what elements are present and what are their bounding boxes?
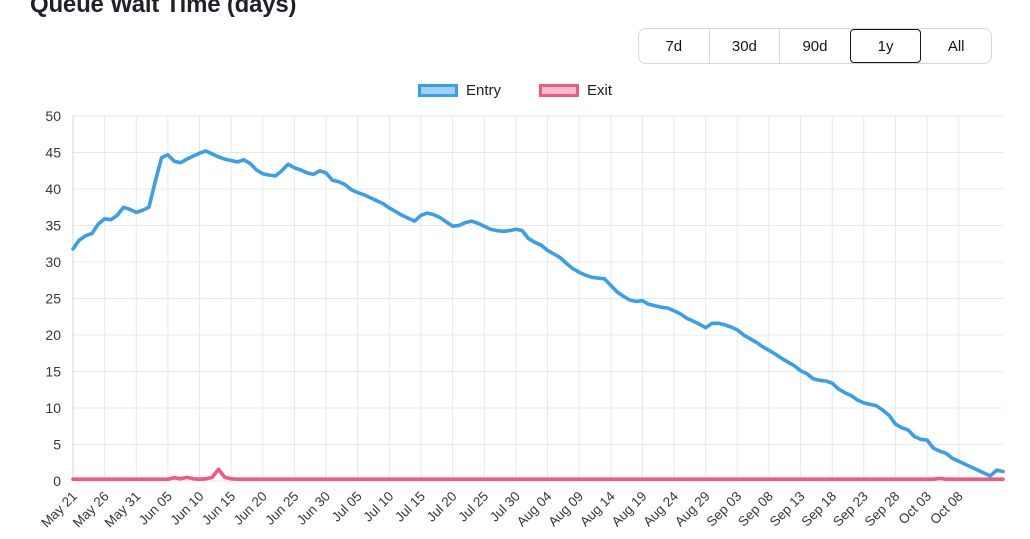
x-tick-label: Sep 28 bbox=[862, 489, 903, 530]
y-tick-label: 5 bbox=[53, 437, 61, 453]
range-button-1y[interactable]: 1y bbox=[849, 29, 922, 63]
x-tick-label: Jun 20 bbox=[231, 489, 270, 528]
legend-item-exit[interactable]: Exit bbox=[539, 82, 612, 99]
y-tick-label: 20 bbox=[45, 327, 61, 343]
x-tick-label: May 31 bbox=[101, 489, 143, 531]
x-tick-label: Jul 20 bbox=[424, 489, 460, 525]
exit-series-label: Exit bbox=[587, 82, 613, 99]
time-range-button-group: 7d 30d 90d 1y All bbox=[638, 28, 992, 64]
range-button-30d[interactable]: 30d bbox=[708, 29, 780, 63]
x-tick-label: Jun 25 bbox=[262, 489, 301, 528]
y-tick-label: 30 bbox=[45, 254, 61, 270]
exit-series-swatch bbox=[539, 84, 579, 97]
y-tick-label: 40 bbox=[45, 181, 61, 197]
y-tick-label: 45 bbox=[45, 145, 61, 161]
y-tick-label: 25 bbox=[45, 291, 61, 307]
page-title: Queue Wait Time (days) bbox=[30, 0, 297, 18]
x-tick-label: Jul 15 bbox=[392, 489, 428, 525]
x-tick-label: Jul 25 bbox=[455, 489, 491, 525]
y-tick-label: 35 bbox=[45, 218, 61, 234]
y-tick-label: 15 bbox=[45, 364, 61, 380]
y-tick-label: 0 bbox=[53, 473, 61, 489]
x-tick-label: Oct 03 bbox=[895, 489, 934, 528]
entry-series-label: Entry bbox=[465, 82, 501, 99]
range-button-all[interactable]: All bbox=[921, 29, 991, 63]
legend-item-entry[interactable]: Entry bbox=[417, 82, 501, 99]
entry-series-line bbox=[71, 149, 1005, 478]
y-tick-label: 50 bbox=[45, 108, 61, 124]
chart-legend: Entry Exit bbox=[0, 82, 1030, 99]
x-tick-label: Jul 05 bbox=[329, 489, 365, 525]
x-tick-label: Jun 10 bbox=[167, 489, 206, 528]
x-tick-label: Oct 08 bbox=[927, 489, 966, 528]
exit-series-line bbox=[71, 467, 1005, 482]
x-tick-label: Jun 15 bbox=[199, 489, 238, 528]
y-tick-label: 10 bbox=[45, 400, 61, 416]
x-tick-label: Jul 10 bbox=[360, 489, 396, 525]
entry-series-swatch bbox=[417, 84, 458, 97]
x-tick-label: Jun 05 bbox=[136, 489, 175, 528]
range-button-90d[interactable]: 90d bbox=[779, 29, 850, 63]
x-tick-label: Jun 30 bbox=[294, 489, 333, 528]
range-button-7d[interactable]: 7d bbox=[639, 29, 709, 63]
